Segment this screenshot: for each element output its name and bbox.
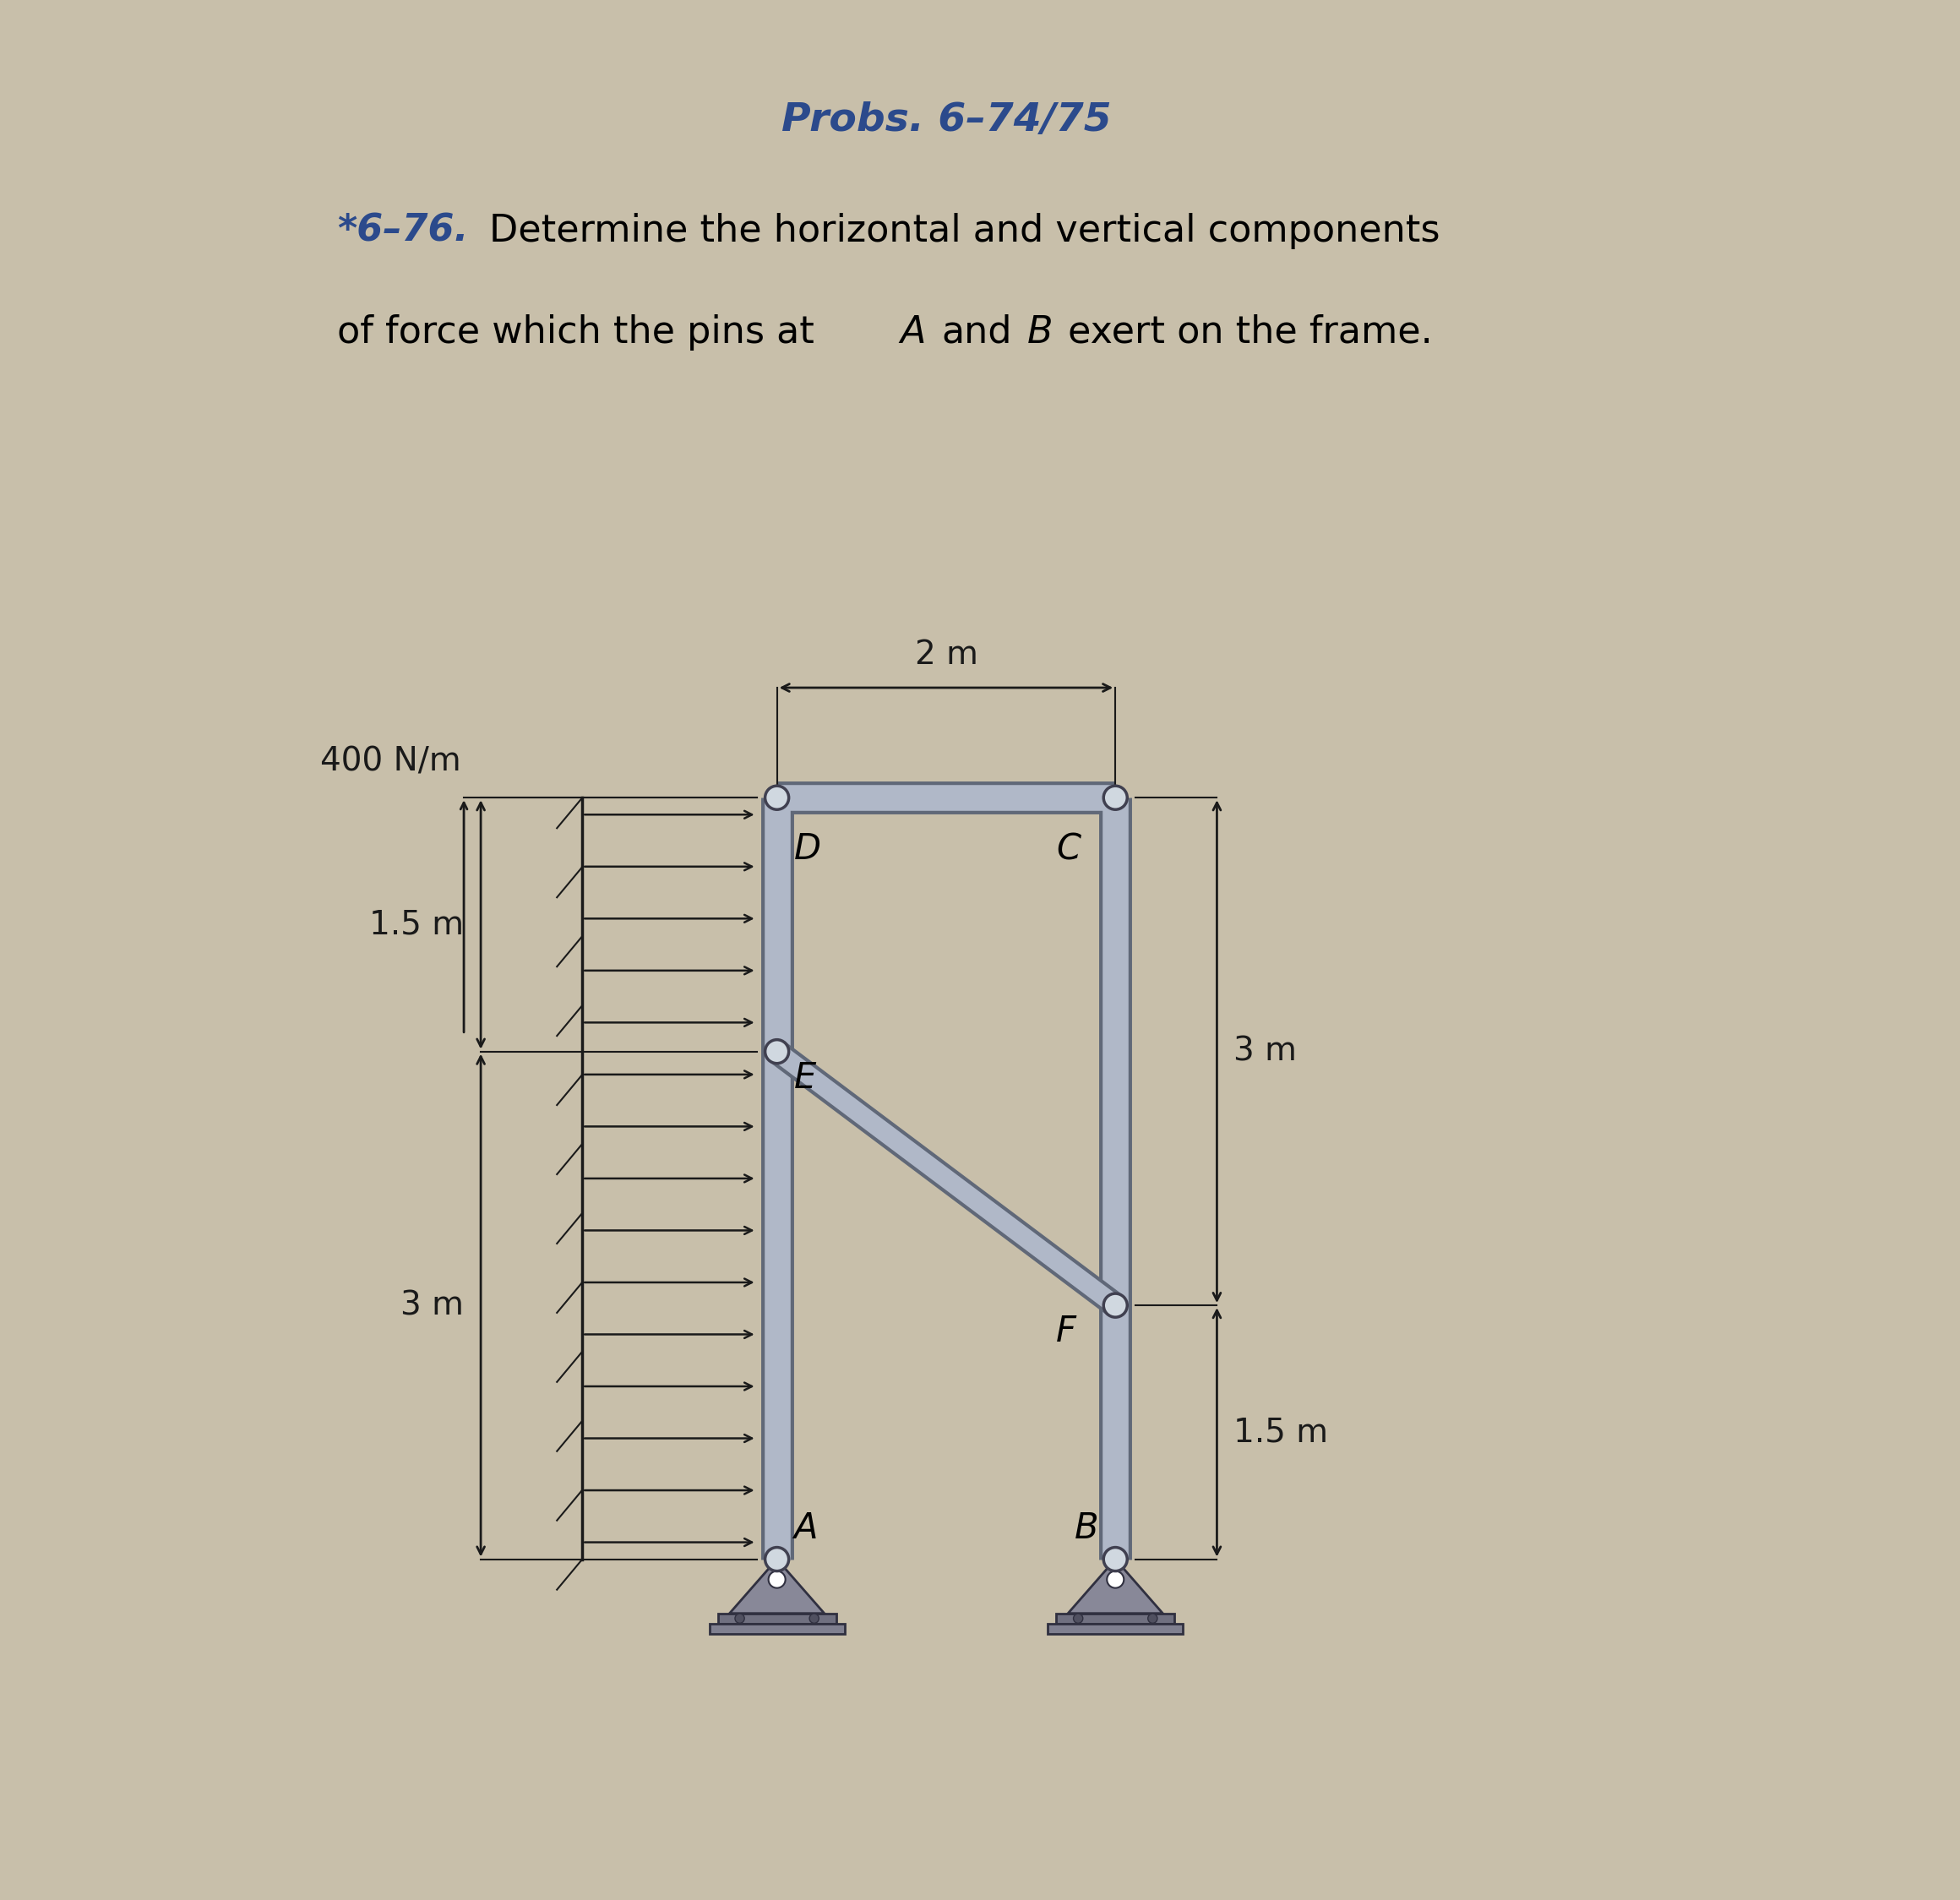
Text: of force which the pins at: of force which the pins at xyxy=(337,314,825,350)
Text: A: A xyxy=(900,314,927,350)
Text: 1.5 m: 1.5 m xyxy=(1235,1415,1329,1448)
Circle shape xyxy=(768,1571,786,1588)
Circle shape xyxy=(1103,787,1127,809)
Circle shape xyxy=(735,1613,745,1623)
Bar xyxy=(1049,1623,1184,1634)
Circle shape xyxy=(1103,1547,1127,1571)
Text: B: B xyxy=(1074,1510,1098,1547)
Text: Determine the horizontal and vertical components: Determine the horizontal and vertical co… xyxy=(490,213,1441,249)
Text: 3 m: 3 m xyxy=(1235,1036,1298,1068)
Circle shape xyxy=(1149,1613,1156,1623)
Text: F: F xyxy=(1056,1313,1076,1349)
Circle shape xyxy=(1103,1294,1127,1317)
Bar xyxy=(717,1613,837,1623)
Text: 3 m: 3 m xyxy=(400,1290,465,1320)
Text: and: and xyxy=(941,314,1011,350)
Circle shape xyxy=(1107,1571,1123,1588)
Text: D: D xyxy=(794,832,821,866)
Text: C: C xyxy=(1056,832,1080,866)
Bar xyxy=(1056,1613,1174,1623)
Text: 1.5 m: 1.5 m xyxy=(368,908,465,940)
Text: exert on the frame.: exert on the frame. xyxy=(1068,314,1433,350)
Polygon shape xyxy=(1068,1560,1162,1613)
Text: Probs. 6–74/75: Probs. 6–74/75 xyxy=(782,103,1111,141)
Bar xyxy=(710,1623,845,1634)
Circle shape xyxy=(809,1613,819,1623)
Text: 400 N/m: 400 N/m xyxy=(319,745,461,777)
Text: E: E xyxy=(794,1060,815,1096)
Circle shape xyxy=(764,1547,788,1571)
Circle shape xyxy=(764,787,788,809)
Text: A: A xyxy=(794,1510,817,1547)
Circle shape xyxy=(1074,1613,1082,1623)
Text: 2 m: 2 m xyxy=(915,638,978,671)
Text: B: B xyxy=(1027,314,1053,350)
Text: *6–76.: *6–76. xyxy=(337,213,468,249)
Circle shape xyxy=(764,1039,788,1064)
Polygon shape xyxy=(729,1560,825,1613)
